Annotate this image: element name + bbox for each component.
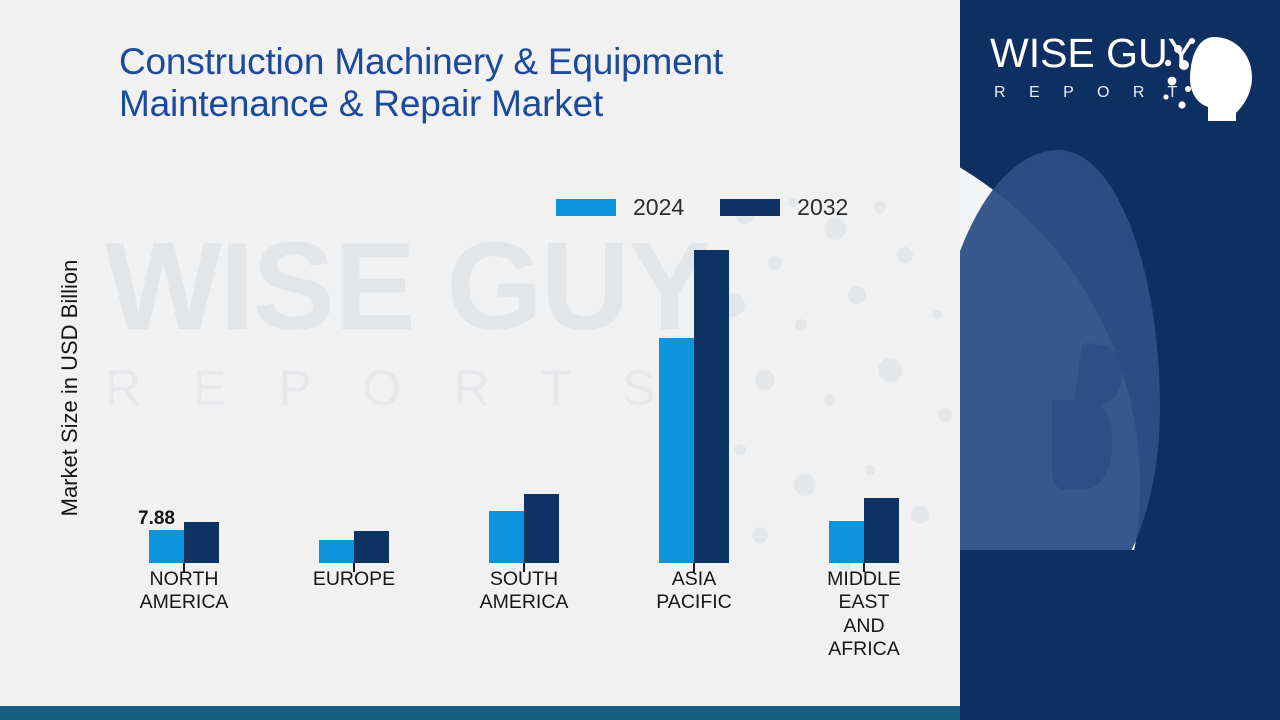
legend-swatch-2032 [720,199,781,216]
chart-title-line-2: Maintenance & Repair Market [119,83,604,125]
x-axis-label-middle-east-and-africa: MIDDLE EAST AND AFRICA [827,568,901,661]
bar-europe-2032[interactable] [354,531,389,563]
x-axis-tick-3 [693,563,695,572]
x-axis-label-europe: EUROPE [312,568,396,590]
x-axis-label-south-america: SOUTH AMERICA [479,568,569,614]
head-silhouette-shape [960,150,1160,620]
legend-swatch-2024 [556,199,616,216]
chart-title-line-1: Construction Machinery & Equipment [119,41,723,82]
bar-series-layer [149,250,899,572]
legend-item-2032[interactable]: 2032 [720,194,848,221]
chart-plot-area: Market Size in USD Billion 2024 2032 7.8… [0,194,960,720]
bar-north-america-2032[interactable] [184,521,219,563]
bar-europe-2024[interactable] [319,539,354,563]
x-axis-tick-0 [183,563,185,572]
legend-label-2024: 2024 [633,194,685,220]
legend-item-2024[interactable]: 2024 [556,194,684,221]
x-axis-tick-2 [523,563,525,572]
bars-plot: 7.88 [138,250,899,572]
logo-head-dots-icon [1163,37,1252,121]
bar-asia-pacific-2024[interactable] [659,338,694,563]
bar-south-america-2032[interactable] [524,493,559,563]
x-axis-tick-4 [863,563,865,572]
bar-middle-east-and-africa-2024[interactable] [829,521,864,563]
brand-logo[interactable]: WISE GUY R E P O R T S [990,33,1252,125]
bar-middle-east-and-africa-2032[interactable] [864,498,899,563]
x-axis-tick-1 [353,563,355,572]
chart-title: Construction Machinery & Equipment Maint… [119,41,909,125]
chart-legend: 2024 2032 [556,194,848,221]
head-chin-shape [1052,400,1112,490]
legend-label-2032: 2032 [797,194,849,220]
logo-wordmark: WISE GUY [990,30,1196,76]
bar-north-america-2024[interactable] [149,529,184,563]
x-axis-label-asia-pacific: ASIA PACIFIC [656,568,732,614]
brand-panel: WISE GUY R E P O R T S [960,0,1280,720]
bar-south-america-2024[interactable] [489,511,524,563]
bottom-accent-strip [0,706,960,720]
panel-bottom-fill [960,550,1280,720]
data-label-north-america-2024: 7.88 [138,507,175,529]
logo-subtitle: R E P O R T S [994,84,1221,101]
bar-asia-pacific-2032[interactable] [694,250,729,563]
x-axis-label-north-america: NORTH AMERICA [139,568,229,614]
